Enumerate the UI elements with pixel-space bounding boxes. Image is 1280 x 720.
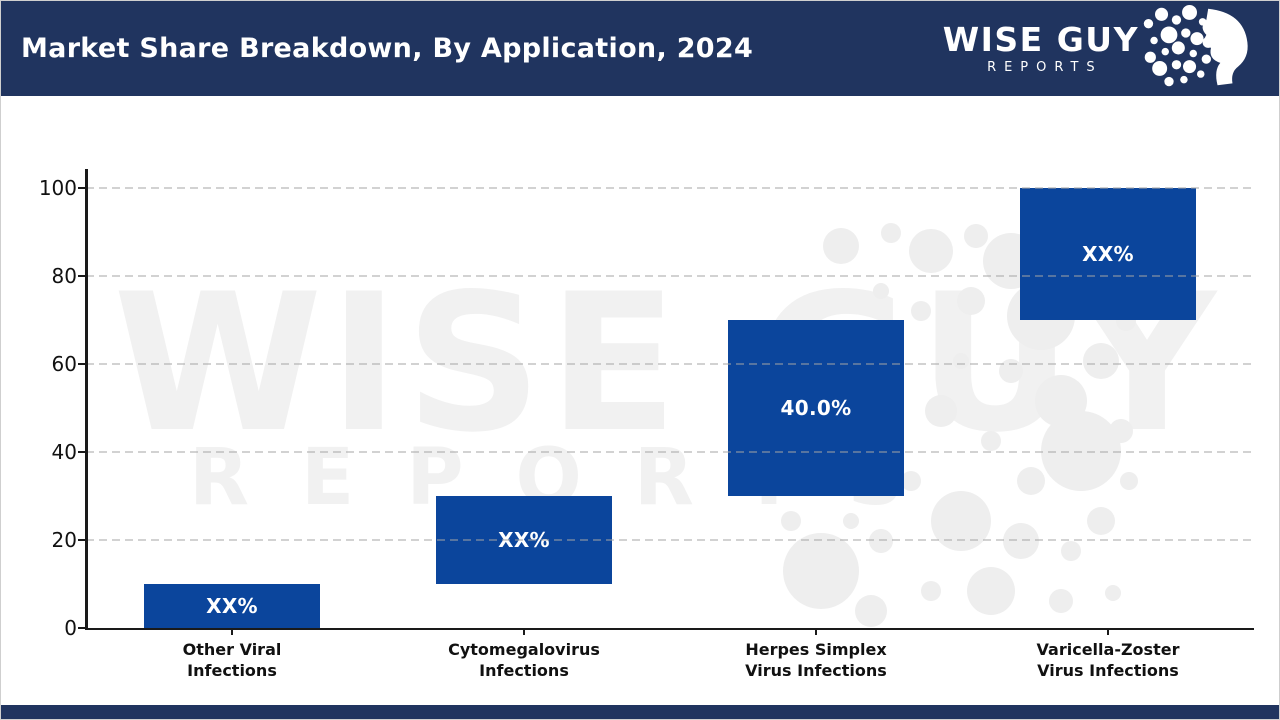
x-category-label: Cytomegalovirus Infections (448, 640, 600, 680)
y-tick-label: 20 (51, 528, 77, 552)
x-tick-mark (231, 628, 233, 635)
x-tick-mark (815, 628, 817, 635)
footer-bar (1, 705, 1279, 719)
y-tick-label: 80 (51, 264, 77, 288)
header-bar: Market Share Breakdown, By Application, … (1, 1, 1279, 96)
logo-subtitle: REPORTS (987, 60, 1103, 75)
gridline (86, 275, 1254, 277)
wise-guy-reports-logo: WISE GUY REPORTS (943, 4, 1253, 94)
y-tick-label: 100 (38, 176, 77, 200)
x-category-label: Varicella-Zoster Virus Infections (1036, 640, 1180, 680)
y-tick-label: 60 (51, 352, 77, 376)
x-category-label: Other Viral Infections (182, 640, 282, 680)
x-category-label: Herpes Simplex Virus Infections (745, 640, 887, 680)
x-axis-line (85, 627, 1254, 630)
y-axis-line (85, 169, 88, 630)
y-tick-mark (78, 627, 86, 629)
y-tick-mark (78, 539, 86, 541)
logo-text: WISE GUY REPORTS (943, 23, 1139, 74)
y-tick-label: 0 (64, 616, 77, 640)
bar-value-label: 40.0% (780, 396, 852, 420)
bar-value-label: XX% (206, 594, 258, 618)
gridline (86, 187, 1254, 189)
y-tick-mark (78, 275, 86, 277)
x-tick-mark (523, 628, 525, 635)
y-tick-label: 40 (51, 440, 77, 464)
bar: 40.0% (728, 320, 904, 496)
y-tick-mark (78, 363, 86, 365)
gridline (86, 363, 1254, 365)
gridline (86, 539, 1254, 541)
logo-face-icon (1141, 4, 1253, 94)
x-tick-mark (1107, 628, 1109, 635)
logo-wordmark: WISE GUY (942, 20, 1139, 59)
bar: XX% (1020, 188, 1196, 320)
y-tick-mark (78, 187, 86, 189)
bar-value-label: XX% (1082, 242, 1134, 266)
chart-title: Market Share Breakdown, By Application, … (21, 33, 754, 64)
y-tick-mark (78, 451, 86, 453)
gridline (86, 451, 1254, 453)
bar: XX% (144, 584, 320, 628)
